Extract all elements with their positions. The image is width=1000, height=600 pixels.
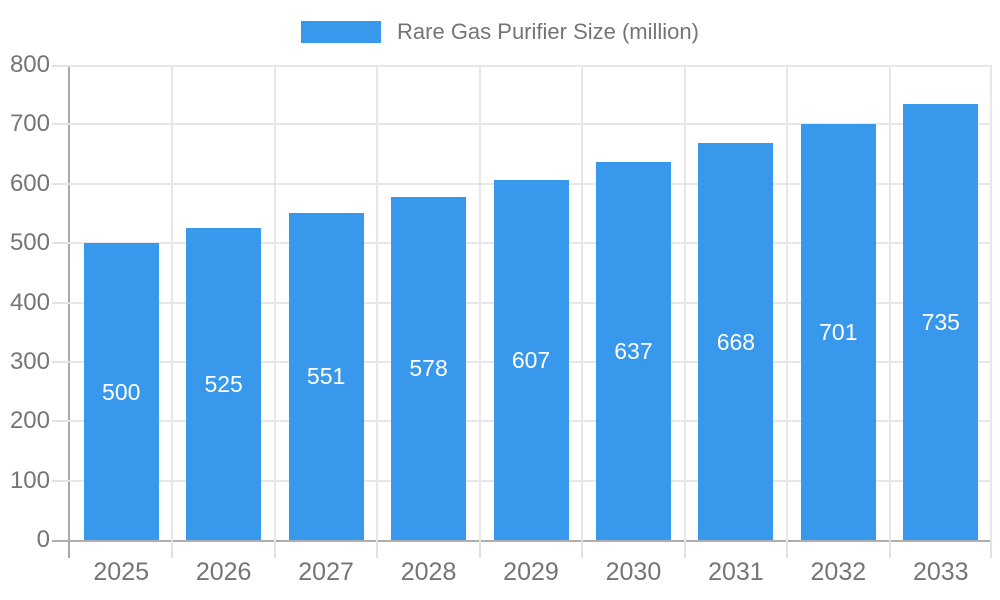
y-tick xyxy=(52,479,70,482)
v-gridline xyxy=(581,65,584,540)
x-axis-label: 2025 xyxy=(93,558,150,586)
y-tick xyxy=(52,242,70,245)
v-gridline xyxy=(273,65,276,540)
y-axis-label: 300 xyxy=(9,347,50,375)
x-axis-label: 2028 xyxy=(400,558,457,586)
bar-value-label: 578 xyxy=(409,355,448,382)
legend: Rare Gas Purifier Size (million) xyxy=(0,20,1000,44)
h-gridline xyxy=(70,65,992,67)
v-gridline xyxy=(683,65,686,540)
v-gridline xyxy=(478,65,481,540)
bar xyxy=(903,103,979,540)
v-gridline xyxy=(376,65,379,540)
x-tick xyxy=(478,540,481,558)
x-tick xyxy=(581,540,584,558)
y-axis-label: 100 xyxy=(9,466,50,494)
y-tick xyxy=(52,420,70,423)
x-axis-line xyxy=(52,540,992,542)
y-tick xyxy=(52,182,70,185)
v-gridline xyxy=(990,65,992,540)
x-axis-label: 2030 xyxy=(605,558,662,586)
y-axis-line xyxy=(68,65,70,558)
x-axis-label: 2032 xyxy=(810,558,867,586)
y-axis-label: 400 xyxy=(9,288,50,316)
bar-value-label: 500 xyxy=(102,378,141,405)
bar xyxy=(698,143,774,540)
x-axis-label: 2031 xyxy=(708,558,764,586)
v-gridline xyxy=(171,65,174,540)
bar xyxy=(186,228,262,540)
bar-value-label: 701 xyxy=(819,318,858,345)
x-axis-label: 2026 xyxy=(195,558,252,586)
bar-value-label: 551 xyxy=(306,363,346,390)
x-axis-label: 2033 xyxy=(912,558,969,586)
bar xyxy=(800,123,876,540)
y-tick xyxy=(52,123,70,126)
legend-swatch xyxy=(301,21,382,43)
v-gridline xyxy=(888,65,891,540)
y-tick xyxy=(52,65,70,67)
y-axis-label: 200 xyxy=(9,407,50,435)
bar-value-label: 735 xyxy=(921,308,960,335)
x-axis-label: 2027 xyxy=(298,558,354,586)
y-axis-label: 600 xyxy=(9,169,50,197)
x-tick xyxy=(683,540,686,558)
x-tick xyxy=(786,540,789,558)
bar xyxy=(391,196,467,540)
bar-value-label: 668 xyxy=(716,328,756,355)
x-tick xyxy=(376,540,379,558)
x-tick xyxy=(990,540,992,558)
x-tick xyxy=(888,540,891,558)
bar-value-label: 525 xyxy=(204,371,243,398)
legend-label: Rare Gas Purifier Size (million) xyxy=(397,19,699,44)
x-axis-label: 2029 xyxy=(503,558,559,586)
y-tick xyxy=(52,360,70,363)
y-axis-label: 700 xyxy=(9,110,50,138)
bar xyxy=(595,161,671,540)
y-axis-label: 800 xyxy=(9,51,50,78)
plot-area: 500 525 551 578 607 637 668 701 735 xyxy=(52,65,992,558)
y-tick xyxy=(52,301,70,304)
bar xyxy=(288,212,364,540)
bar xyxy=(83,243,159,540)
y-axis-label: 0 xyxy=(36,526,50,553)
v-gridline xyxy=(786,65,789,540)
h-gridline xyxy=(70,123,992,126)
x-tick xyxy=(171,540,174,558)
bar-value-label: 637 xyxy=(614,337,653,364)
y-axis-label: 500 xyxy=(9,229,50,257)
bar-value-label: 607 xyxy=(511,346,551,373)
bar xyxy=(493,179,569,540)
x-tick xyxy=(273,540,276,558)
